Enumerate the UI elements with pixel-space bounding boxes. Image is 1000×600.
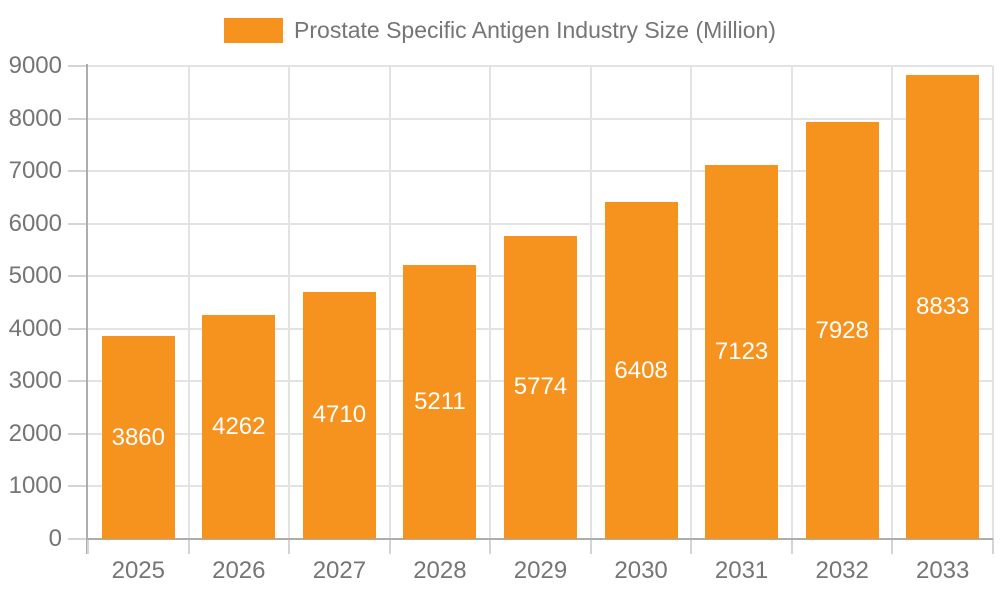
x-axis-tick	[288, 539, 291, 554]
bar[interactable]: 6408	[604, 202, 678, 539]
x-axis-tick	[489, 539, 492, 554]
x-axis-tick	[790, 539, 793, 554]
y-axis-tick	[68, 327, 88, 330]
bar[interactable]: 4710	[302, 291, 376, 539]
grid-line-horizontal	[88, 170, 993, 173]
y-axis-tick	[68, 380, 88, 383]
y-axis-tick	[68, 432, 88, 435]
y-axis-label: 8000	[8, 104, 62, 132]
grid-line-vertical	[388, 66, 391, 539]
x-axis-label: 2027	[312, 557, 367, 584]
y-axis-label: 3000	[8, 367, 62, 395]
grid-line-horizontal	[88, 222, 993, 225]
y-axis-tick	[68, 538, 88, 540]
y-axis-label: 5000	[8, 262, 62, 290]
y-axis-tick	[68, 275, 88, 278]
x-axis-line	[86, 538, 993, 540]
x-axis-tick	[87, 539, 89, 554]
bar[interactable]: 7928	[805, 122, 879, 539]
x-axis-label: 2025	[111, 557, 165, 584]
y-axis-label: 0	[48, 525, 62, 552]
x-axis-label: 2030	[614, 557, 668, 584]
grid-line-vertical	[187, 66, 190, 539]
x-axis-label: 2028	[413, 557, 467, 584]
bar-value-label: 8833	[915, 292, 970, 320]
legend: Prostate Specific Antigen Industry Size …	[0, 16, 1000, 44]
grid-line-vertical	[992, 66, 994, 539]
y-axis-tick	[68, 222, 88, 225]
y-axis-tick	[68, 117, 88, 120]
x-axis-tick	[690, 539, 693, 554]
x-axis-label: 2033	[915, 557, 970, 584]
y-axis-tick	[68, 170, 88, 173]
x-axis-label: 2026	[212, 557, 266, 584]
x-axis-tick	[589, 539, 592, 554]
bar-value-label: 7123	[714, 337, 769, 365]
x-axis-label: 2031	[714, 557, 769, 584]
grid-line-vertical	[790, 66, 793, 539]
x-axis-tick	[992, 539, 994, 554]
y-axis-label: 6000	[8, 209, 62, 237]
y-axis-label: 2000	[8, 419, 62, 447]
bar[interactable]: 7123	[705, 164, 779, 539]
grid-line-vertical	[891, 66, 894, 539]
y-axis-tick	[68, 485, 88, 488]
bar-value-label: 5211	[414, 388, 466, 416]
x-axis-tick	[891, 539, 894, 554]
bar-value-label: 5774	[513, 373, 568, 401]
bar-value-label: 3860	[111, 423, 165, 451]
y-axis-tick	[68, 65, 88, 67]
legend-label: Prostate Specific Antigen Industry Size …	[294, 17, 776, 43]
bar-value-label: 4710	[312, 401, 367, 429]
bar[interactable]: 3860	[101, 336, 175, 539]
legend-swatch	[224, 17, 284, 43]
bar-value-label: 6408	[614, 356, 668, 384]
grid-line-horizontal	[88, 117, 993, 120]
x-axis-tick	[388, 539, 391, 554]
bar[interactable]: 4262	[202, 315, 276, 539]
y-axis-label: 7000	[8, 157, 62, 185]
grid-line-horizontal	[88, 65, 993, 67]
grid-line-vertical	[589, 66, 592, 539]
grid-line-vertical	[489, 66, 492, 539]
y-axis-label: 1000	[8, 472, 62, 500]
grid-line-vertical	[690, 66, 693, 539]
bar[interactable]: 5211	[403, 265, 477, 539]
bar-value-label: 4262	[212, 413, 266, 440]
x-axis-tick	[187, 539, 190, 554]
grid-line-vertical	[288, 66, 291, 539]
x-axis-label: 2029	[513, 557, 568, 584]
x-axis-label: 2032	[815, 557, 869, 584]
bar[interactable]: 8833	[906, 74, 980, 539]
bar[interactable]: 5774	[504, 235, 577, 539]
y-axis-line	[86, 64, 88, 554]
y-axis-label: 4000	[8, 314, 62, 342]
y-axis-label: 9000	[8, 52, 62, 79]
bar-value-label: 7928	[815, 316, 869, 344]
